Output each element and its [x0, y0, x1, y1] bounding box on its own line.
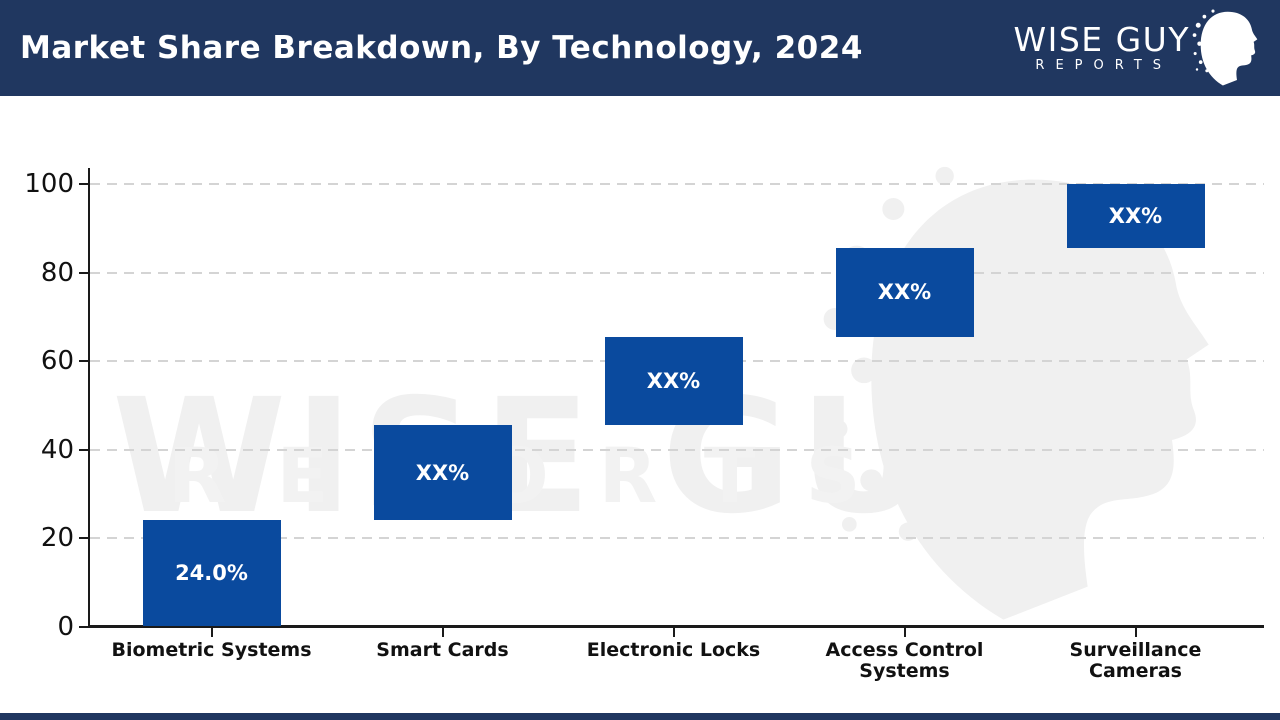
category-label-biometric-systems: Biometric Systems: [111, 639, 312, 661]
bar-electronic-locks: XX%: [604, 336, 743, 426]
bar-value-label-biometric-systems: 24.0%: [175, 561, 248, 586]
y-tick-mark-60: [79, 360, 88, 362]
y-tick-mark-40: [79, 448, 88, 451]
category-label-access-control-systems: Access Control Systems: [825, 639, 984, 682]
y-tick-label-100: 100: [24, 169, 74, 199]
x-tick-mark-smart-cards: [441, 628, 444, 637]
y-tick-label-0: 0: [57, 611, 74, 642]
x-tick-mark-biometric-systems: [210, 628, 213, 637]
x-tick-mark-electronic-locks: [672, 628, 675, 637]
logo-subtitle: REPORTS: [1035, 57, 1173, 73]
category-label-smart-cards: Smart Cards: [376, 639, 509, 661]
y-axis-line: [88, 168, 90, 628]
x-tick-mark-surveillance-cameras: [1134, 628, 1137, 637]
bar-value-label-access-control-systems: XX%: [877, 280, 932, 305]
head-profile-icon: [1192, 9, 1258, 86]
bar-smart-cards: XX%: [373, 425, 512, 521]
category-label-surveillance-cameras: Surveillance Cameras: [1069, 639, 1202, 682]
wise-guy-reports-logo: WISE GUY REPORTS: [1013, 6, 1266, 90]
y-tick-mark-0: [79, 625, 88, 628]
gridline-80: [90, 271, 1264, 274]
x-tick-mark-access-control-systems: [903, 628, 906, 637]
logo-text: WISE GUY REPORTS: [1013, 23, 1190, 73]
x-axis-line: [88, 625, 1264, 628]
y-tick-label-40: 40: [40, 434, 74, 465]
bar-access-control-systems: XX%: [835, 248, 974, 337]
y-tick-mark-20: [79, 537, 88, 539]
header-bar: Market Share Breakdown, By Technology, 2…: [0, 0, 1280, 96]
bar-value-label-electronic-locks: XX%: [646, 368, 701, 393]
bar-value-label-smart-cards: XX%: [415, 460, 470, 485]
bar-value-label-surveillance-cameras: XX%: [1108, 204, 1163, 229]
chart-area: WISE GUY REPORTS 0 20 40 60 80 100 24.0% Biomet…: [0, 96, 1280, 713]
page-title: Market Share Breakdown, By Technology, 2…: [20, 30, 863, 66]
category-label-electronic-locks: Electronic Locks: [586, 639, 761, 661]
y-tick-label-20: 20: [40, 523, 74, 553]
y-tick-mark-80: [79, 271, 88, 274]
plot-region: 0 20 40 60 80 100 24.0% Biometric Systems XX% Sma…: [24, 168, 1264, 681]
gridline-40: [90, 448, 1264, 451]
gridline-100: [90, 183, 1264, 185]
footer-bar: [0, 713, 1280, 720]
bar-biometric-systems: 24.0%: [142, 520, 281, 627]
logo-wordmark: WISE GUY: [1013, 20, 1190, 60]
y-tick-label-80: 80: [40, 257, 74, 288]
bar-surveillance-cameras: XX%: [1066, 184, 1205, 249]
y-tick-mark-100: [79, 183, 88, 185]
y-tick-label-60: 60: [40, 346, 74, 376]
gridline-20: [90, 537, 1264, 539]
